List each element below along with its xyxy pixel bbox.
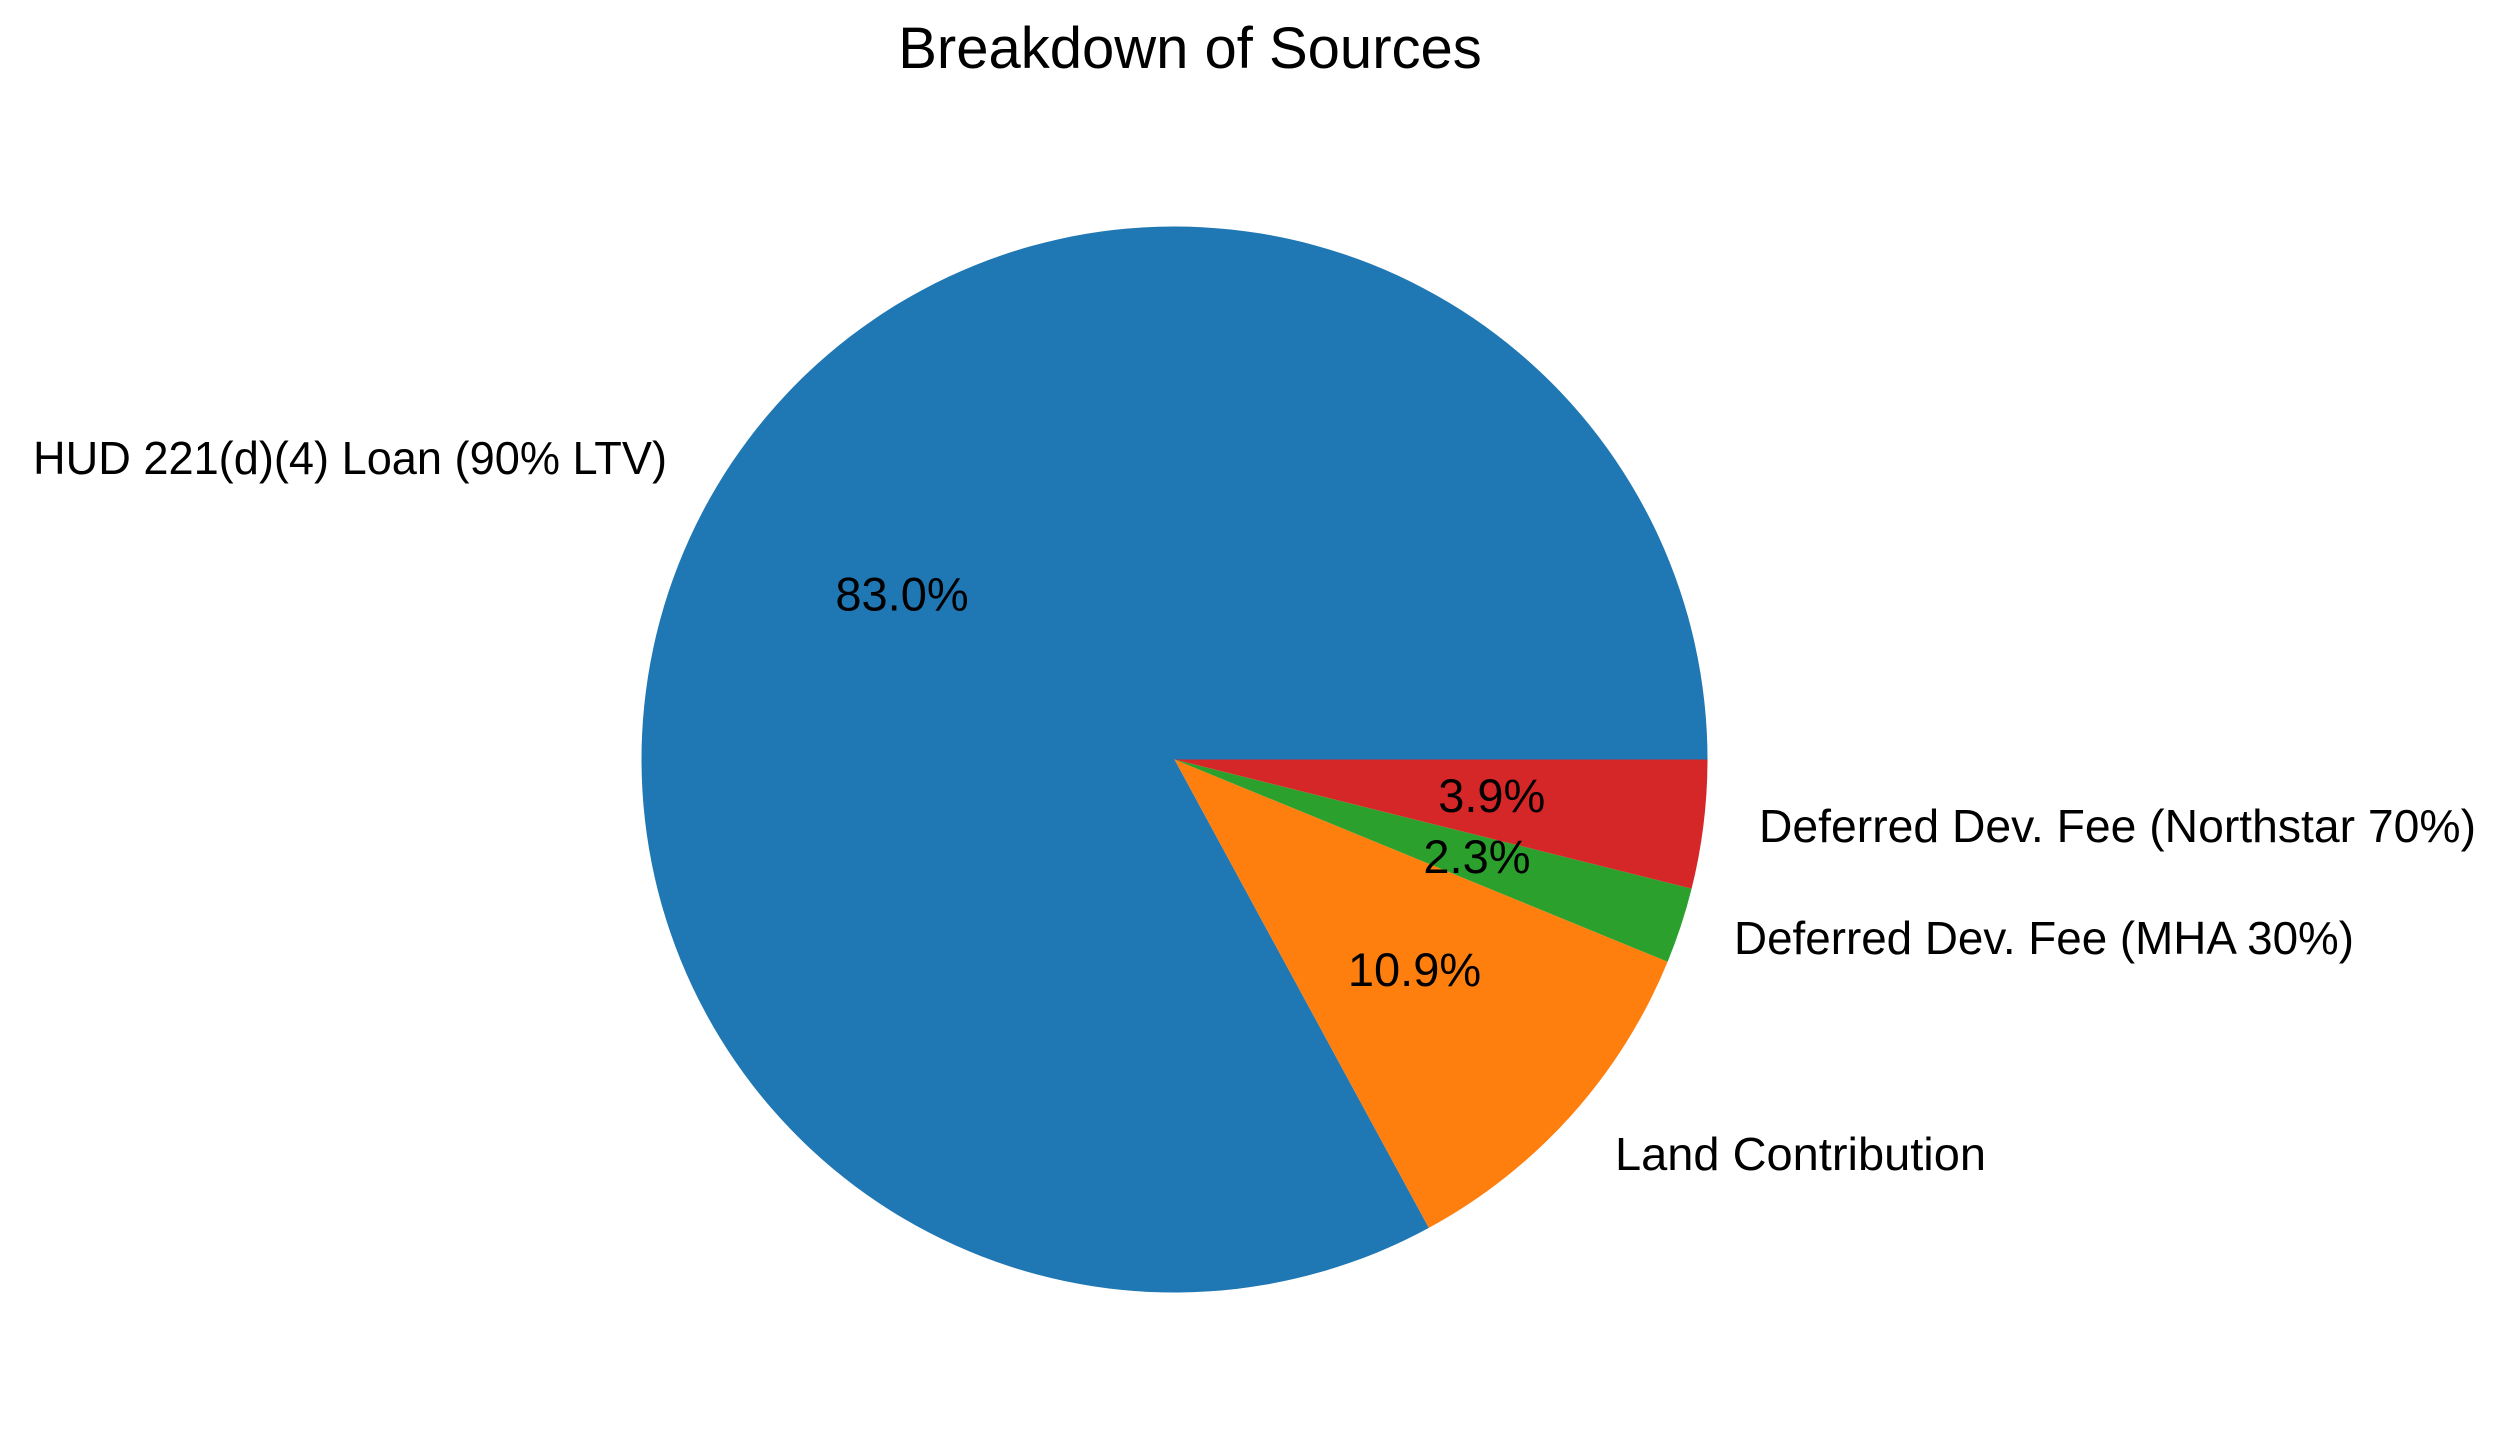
svg-text:Breakdown of Sources: Breakdown of Sources	[898, 16, 1482, 81]
svg-text:3.9%: 3.9%	[1438, 769, 1545, 822]
svg-text:83.0%: 83.0%	[835, 568, 968, 621]
svg-text:HUD 221(d)(4) Loan (90% LTV): HUD 221(d)(4) Loan (90% LTV)	[33, 432, 667, 484]
svg-text:Land Contribution: Land Contribution	[1615, 1128, 1986, 1180]
svg-text:Deferred Dev. Fee (MHA 30%): Deferred Dev. Fee (MHA 30%)	[1734, 912, 2354, 964]
svg-text:10.9%: 10.9%	[1348, 943, 1481, 996]
svg-text:Deferred Dev. Fee (Northstar 7: Deferred Dev. Fee (Northstar 70%)	[1759, 800, 2476, 852]
svg-text:2.3%: 2.3%	[1423, 830, 1530, 883]
